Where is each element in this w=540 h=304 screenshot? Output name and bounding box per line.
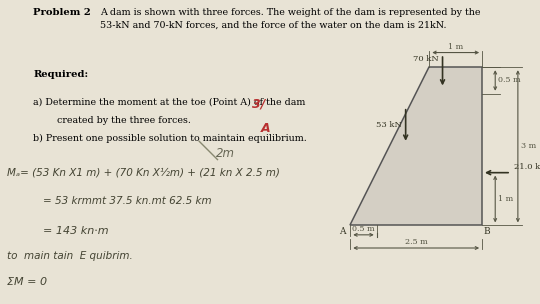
Text: B: B bbox=[483, 227, 490, 237]
Text: = 53 krmmt 37.5 kn.mt 62.5 km: = 53 krmmt 37.5 kn.mt 62.5 km bbox=[43, 196, 212, 206]
Text: b) Present one possible solution to maintain equilibrium.: b) Present one possible solution to main… bbox=[33, 134, 307, 143]
Text: 1 m: 1 m bbox=[448, 43, 463, 51]
Text: 0.5 m: 0.5 m bbox=[352, 225, 375, 233]
Text: A: A bbox=[261, 122, 271, 135]
Text: 1 m: 1 m bbox=[498, 195, 514, 203]
Text: A: A bbox=[339, 227, 345, 237]
Text: = 143 kn⋅m: = 143 kn⋅m bbox=[43, 226, 109, 237]
Text: created by the three forces.: created by the three forces. bbox=[33, 116, 191, 125]
Text: A dam is shown with three forces. The weight of the dam is represented by the
53: A dam is shown with three forces. The we… bbox=[100, 8, 480, 29]
Text: to  main tain  E quibrim.: to main tain E quibrim. bbox=[6, 251, 132, 261]
Text: 70 kN: 70 kN bbox=[413, 55, 438, 63]
Text: 2.5 m: 2.5 m bbox=[405, 238, 428, 247]
Text: 0.5 m: 0.5 m bbox=[498, 77, 521, 85]
Text: a) Determine the moment at the toe (Point A) of the dam: a) Determine the moment at the toe (Poin… bbox=[33, 97, 306, 106]
Text: 3 m: 3 m bbox=[521, 142, 536, 150]
Text: 53 kN: 53 kN bbox=[375, 121, 401, 129]
Text: Mₐ= (53 Kn X1 m) + (70 Kn X½m) + (21 kn X 2.5 m): Mₐ= (53 Kn X1 m) + (70 Kn X½m) + (21 kn … bbox=[6, 167, 280, 177]
Text: 3/: 3/ bbox=[252, 97, 266, 110]
Text: Required:: Required: bbox=[33, 70, 89, 79]
Polygon shape bbox=[350, 67, 482, 225]
Text: ΣM = 0: ΣM = 0 bbox=[6, 277, 47, 287]
Text: 2m: 2m bbox=[216, 147, 235, 161]
Text: Problem 2: Problem 2 bbox=[33, 8, 91, 17]
Text: 21.0 kN: 21.0 kN bbox=[514, 163, 540, 171]
